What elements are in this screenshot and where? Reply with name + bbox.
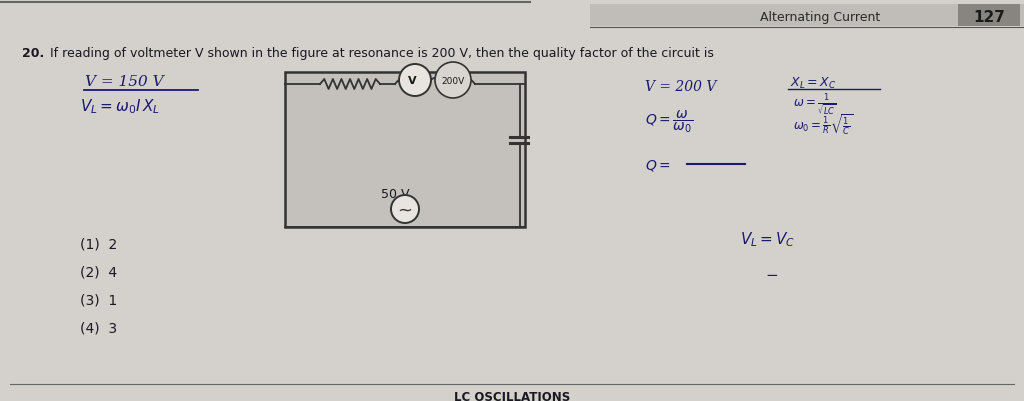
Text: (2)  4: (2) 4 [80, 265, 117, 279]
Text: 50 V: 50 V [381, 188, 410, 200]
Text: $Q = \dfrac{\omega}{\omega_0}$: $Q = \dfrac{\omega}{\omega_0}$ [645, 108, 693, 134]
Bar [285, 73, 525, 227]
Text: $\omega_0 = \frac{1}{R}\sqrt{\frac{1}{C}}$: $\omega_0 = \frac{1}{R}\sqrt{\frac{1}{C}… [793, 113, 853, 137]
Text: 200V: 200V [441, 76, 465, 85]
Text: 20.: 20. [22, 47, 44, 60]
Text: V = 200 V: V = 200 V [645, 80, 717, 94]
Text: (3)  1: (3) 1 [80, 293, 118, 307]
Text: $X_L = X_C$: $X_L = X_C$ [790, 76, 837, 91]
Text: V: V [408, 76, 417, 86]
Text: (4)  3: (4) 3 [80, 321, 117, 335]
Text: $V_L = \omega_0 I \, X_L$: $V_L = \omega_0 I \, X_L$ [80, 97, 161, 115]
Text: −: − [765, 267, 778, 282]
Circle shape [435, 63, 471, 99]
Text: LC OSCILLATIONS: LC OSCILLATIONS [454, 390, 570, 401]
Text: ~: ~ [397, 201, 413, 219]
Text: If reading of voltmeter V shown in the figure at resonance is 200 V, then the qu: If reading of voltmeter V shown in the f… [50, 47, 714, 60]
Text: (1)  2: (1) 2 [80, 237, 118, 251]
Text: 127: 127 [973, 10, 1005, 24]
Bar [590, 5, 1024, 27]
Text: $\omega = \frac{1}{\sqrt{LC}}$: $\omega = \frac{1}{\sqrt{LC}}$ [793, 92, 837, 116]
Text: V = 150 V: V = 150 V [85, 75, 164, 89]
Text: $Q = $: $Q = $ [645, 158, 671, 172]
Text: $V_L = V_C$: $V_L = V_C$ [740, 229, 796, 248]
Circle shape [399, 65, 431, 97]
Bar [958, 5, 1020, 27]
Text: Alternating Current: Alternating Current [760, 10, 880, 23]
Circle shape [391, 196, 419, 223]
